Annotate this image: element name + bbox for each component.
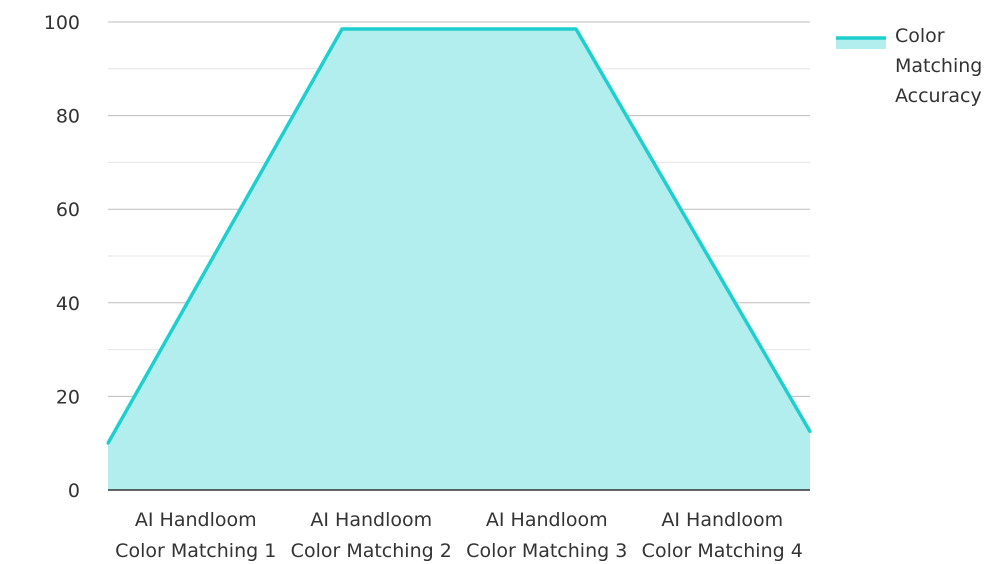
- data-point-2: [340, 27, 344, 31]
- legend: Color Matching Accuracy: [836, 25, 982, 107]
- x-category-label-4: AI Handloom Color Matching 4: [642, 509, 803, 562]
- y-tick-label: 40: [56, 293, 80, 315]
- legend-swatch-fill: [836, 38, 886, 49]
- x-category-label-2: AI Handloom Color Matching 2: [291, 509, 452, 562]
- legend-label: Color Matching Accuracy: [895, 25, 982, 107]
- series-area: [106, 27, 812, 491]
- data-point-3: [574, 27, 578, 31]
- series-fill: [108, 29, 810, 491]
- y-tick-label: 0: [68, 480, 80, 502]
- data-point-4: [808, 430, 812, 433]
- y-axis-tick-labels: 0 20 40 60 80 100: [44, 12, 80, 502]
- y-tick-label: 80: [56, 106, 80, 128]
- series-line: [106, 27, 812, 445]
- y-tick-label: 60: [56, 199, 80, 221]
- x-axis-category-labels: AI Handloom Color Matching 1 AI Handloom Co…: [115, 509, 803, 562]
- y-tick-label: 20: [56, 386, 80, 408]
- y-tick-label: 100: [44, 12, 80, 34]
- x-category-label-3: AI Handloom Color Matching 3: [466, 509, 627, 562]
- data-point-1: [106, 441, 110, 445]
- x-category-label-1: AI Handloom Color Matching 1: [115, 509, 276, 562]
